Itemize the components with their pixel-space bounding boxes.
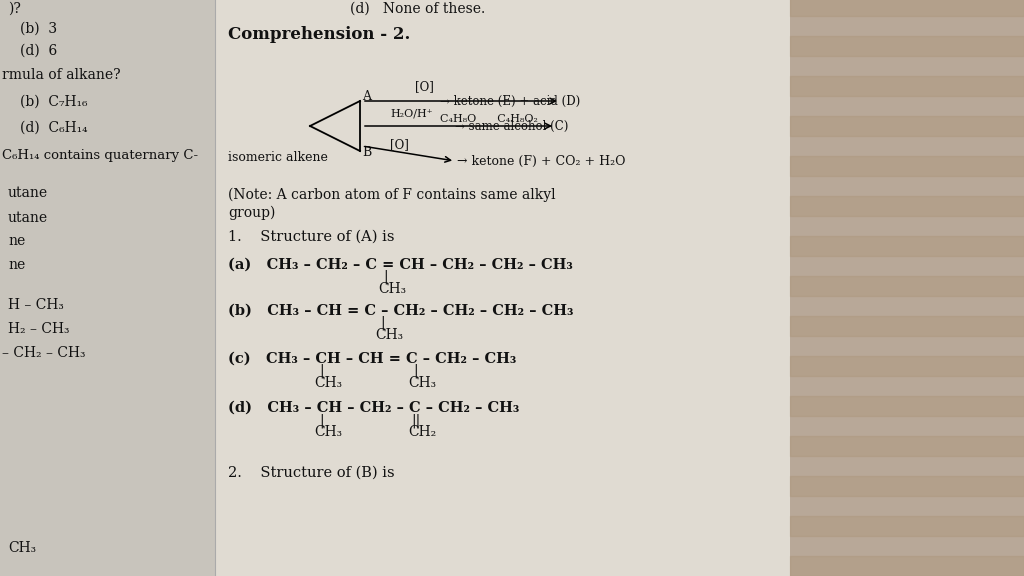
Text: (b)  C₇H₁₆: (b) C₇H₁₆ xyxy=(20,95,87,109)
Text: (c)   CH₃ – CH – CH = C – CH₂ – CH₃: (c) CH₃ – CH – CH = C – CH₂ – CH₃ xyxy=(228,352,516,366)
Text: H₂O/H⁺: H₂O/H⁺ xyxy=(390,108,432,118)
Text: |: | xyxy=(381,316,385,331)
Text: [O]: [O] xyxy=(415,80,434,93)
Text: (d)   CH₃ – CH – CH₂ – C – CH₂ – CH₃: (d) CH₃ – CH – CH₂ – C – CH₂ – CH₃ xyxy=(228,401,519,415)
Text: H – CH₃: H – CH₃ xyxy=(8,298,63,312)
Text: CH₃: CH₃ xyxy=(8,541,36,555)
Text: CH₃: CH₃ xyxy=(378,282,407,296)
Text: ne: ne xyxy=(8,234,26,248)
Text: 2.    Structure of (B) is: 2. Structure of (B) is xyxy=(228,466,394,480)
Text: ||: || xyxy=(412,413,421,427)
Text: (d)   None of these.: (d) None of these. xyxy=(350,2,485,16)
Text: [O]: [O] xyxy=(390,138,409,151)
Text: utane: utane xyxy=(8,186,48,200)
Text: CH₃: CH₃ xyxy=(314,425,342,439)
Bar xyxy=(0,0,215,576)
Text: CH₃: CH₃ xyxy=(408,376,436,390)
Text: (d)  C₆H₁₄: (d) C₆H₁₄ xyxy=(20,121,88,135)
Text: )?: )? xyxy=(8,2,20,16)
Text: → same alcohol (C): → same alcohol (C) xyxy=(455,119,568,132)
Text: ne: ne xyxy=(8,258,26,272)
Text: B: B xyxy=(362,146,372,158)
Text: |: | xyxy=(319,364,325,378)
Text: CH₂: CH₂ xyxy=(408,425,436,439)
Text: (d)  6: (d) 6 xyxy=(20,44,57,58)
Text: CH₃: CH₃ xyxy=(314,376,342,390)
Text: 1.    Structure of (A) is: 1. Structure of (A) is xyxy=(228,230,394,244)
Text: Comprehension - 2.: Comprehension - 2. xyxy=(228,26,411,43)
Text: CH₃: CH₃ xyxy=(375,328,403,342)
Text: utane: utane xyxy=(8,211,48,225)
Bar xyxy=(790,0,1024,576)
Text: isomeric alkene: isomeric alkene xyxy=(228,151,328,164)
Text: |: | xyxy=(414,364,419,378)
Text: C₄H₈O      C₄H₈O₂: C₄H₈O C₄H₈O₂ xyxy=(440,114,538,124)
Text: (a)   CH₃ – CH₂ – C = CH – CH₂ – CH₂ – CH₃: (a) CH₃ – CH₂ – C = CH – CH₂ – CH₂ – CH₃ xyxy=(228,258,572,272)
Text: |: | xyxy=(319,413,325,427)
Text: → ketone (E) + acid (D): → ketone (E) + acid (D) xyxy=(440,94,581,108)
Text: (Note: A carbon atom of F contains same alkyl: (Note: A carbon atom of F contains same … xyxy=(228,188,556,202)
Text: rmula of alkane?: rmula of alkane? xyxy=(2,68,121,82)
Text: (b)   CH₃ – CH = C – CH₂ – CH₂ – CH₂ – CH₃: (b) CH₃ – CH = C – CH₂ – CH₂ – CH₂ – CH₃ xyxy=(228,304,573,318)
Text: group): group) xyxy=(228,206,275,221)
Text: A: A xyxy=(362,90,371,104)
Text: → ketone (F) + CO₂ + H₂O: → ketone (F) + CO₂ + H₂O xyxy=(457,154,626,168)
Text: – CH₂ – CH₃: – CH₂ – CH₃ xyxy=(2,346,85,360)
Text: |: | xyxy=(384,270,388,285)
Text: H₂ – CH₃: H₂ – CH₃ xyxy=(8,322,70,336)
Text: C₆H₁₄ contains quaternary C-: C₆H₁₄ contains quaternary C- xyxy=(2,149,198,162)
Text: (b)  3: (b) 3 xyxy=(20,22,57,36)
